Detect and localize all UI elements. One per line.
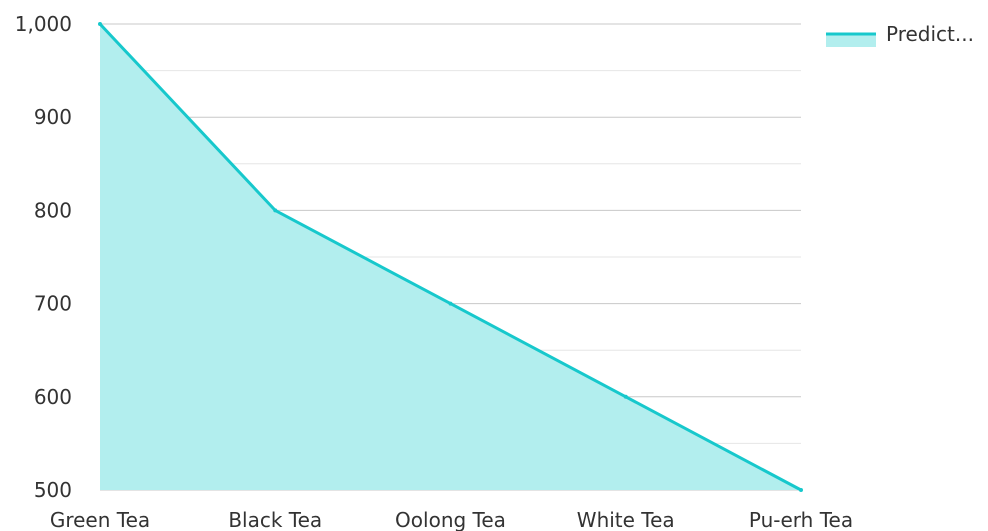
- y-tick-label: 1,000: [15, 12, 72, 36]
- y-axis: 500 600 700 800 900 1,000: [15, 12, 72, 502]
- y-tick-label: 600: [34, 385, 72, 409]
- data-point-green-tea[interactable]: [98, 22, 102, 26]
- series-area-fill: [100, 24, 801, 490]
- x-tick-label: Black Tea: [228, 508, 322, 531]
- y-tick-label: 900: [34, 105, 72, 129]
- data-point-pu-erh-tea[interactable]: [799, 488, 803, 492]
- y-tick-label: 700: [34, 292, 72, 316]
- y-tick-label: 500: [34, 478, 72, 502]
- data-point-oolong-tea[interactable]: [448, 301, 453, 306]
- legend[interactable]: Predict...: [826, 22, 974, 47]
- y-tick-label: 800: [34, 198, 72, 222]
- legend-swatch: [826, 33, 876, 47]
- x-axis: Green Tea Black Tea Oolong Tea White Tea Pu-…: [50, 508, 853, 531]
- data-point-white-tea[interactable]: [623, 394, 628, 399]
- x-tick-label: White Tea: [577, 508, 675, 531]
- legend-label: Predict...: [886, 22, 974, 46]
- x-tick-label: Pu-erh Tea: [749, 508, 853, 531]
- x-tick-label: Oolong Tea: [395, 508, 506, 531]
- x-tick-label: Green Tea: [50, 508, 150, 531]
- series-area: [98, 22, 803, 492]
- data-point-black-tea[interactable]: [273, 208, 278, 213]
